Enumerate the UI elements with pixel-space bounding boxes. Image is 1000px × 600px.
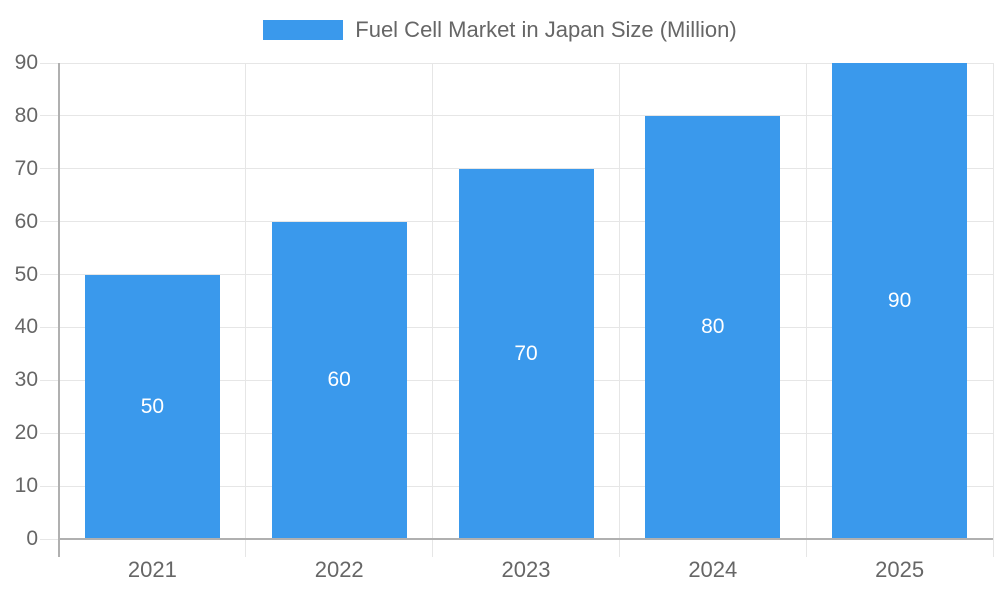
h-gridline (40, 115, 993, 117)
v-gridline (805, 63, 807, 557)
bar (271, 221, 407, 540)
x-tick-label: 2024 (688, 557, 738, 582)
y-tick-label: 70 (14, 156, 38, 180)
y-tick-label: 0 (26, 527, 38, 550)
v-gridline (992, 63, 994, 557)
bar-value-label: 70 (514, 341, 538, 365)
y-axis-line (58, 63, 60, 557)
h-gridline (40, 62, 993, 64)
chart-legend[interactable]: Fuel Cell Market in Japan Size (Million) (0, 17, 1000, 43)
x-tick-label: 2023 (501, 557, 551, 582)
x-axis-line (58, 538, 993, 540)
y-tick-label: 30 (14, 368, 38, 392)
bar (832, 63, 968, 540)
v-gridline (618, 63, 620, 557)
bar (84, 274, 220, 540)
y-tick-label: 40 (14, 315, 38, 339)
v-gridline (432, 63, 434, 557)
x-tick-label: 2021 (127, 557, 177, 582)
bar-value-label: 50 (140, 394, 165, 418)
x-tick-label: 2025 (875, 557, 925, 582)
y-tick-label: 20 (14, 421, 38, 445)
x-tick-label: 2022 (314, 557, 364, 582)
y-tick-label: 80 (14, 103, 38, 127)
legend-label: Fuel Cell Market in Japan Size (Million) (355, 17, 737, 42)
v-gridline (245, 63, 247, 557)
y-tick-label: 10 (14, 474, 38, 498)
bar (458, 168, 594, 540)
y-tick-label: 50 (14, 262, 38, 286)
bar-value-label: 80 (701, 315, 725, 339)
bar-value-label: 90 (887, 289, 912, 312)
bar-value-label: 60 (327, 368, 351, 392)
legend-swatch (263, 20, 344, 40)
y-tick-label: 60 (14, 209, 38, 233)
bar (645, 115, 781, 540)
y-tick-label: 90 (14, 51, 38, 74)
